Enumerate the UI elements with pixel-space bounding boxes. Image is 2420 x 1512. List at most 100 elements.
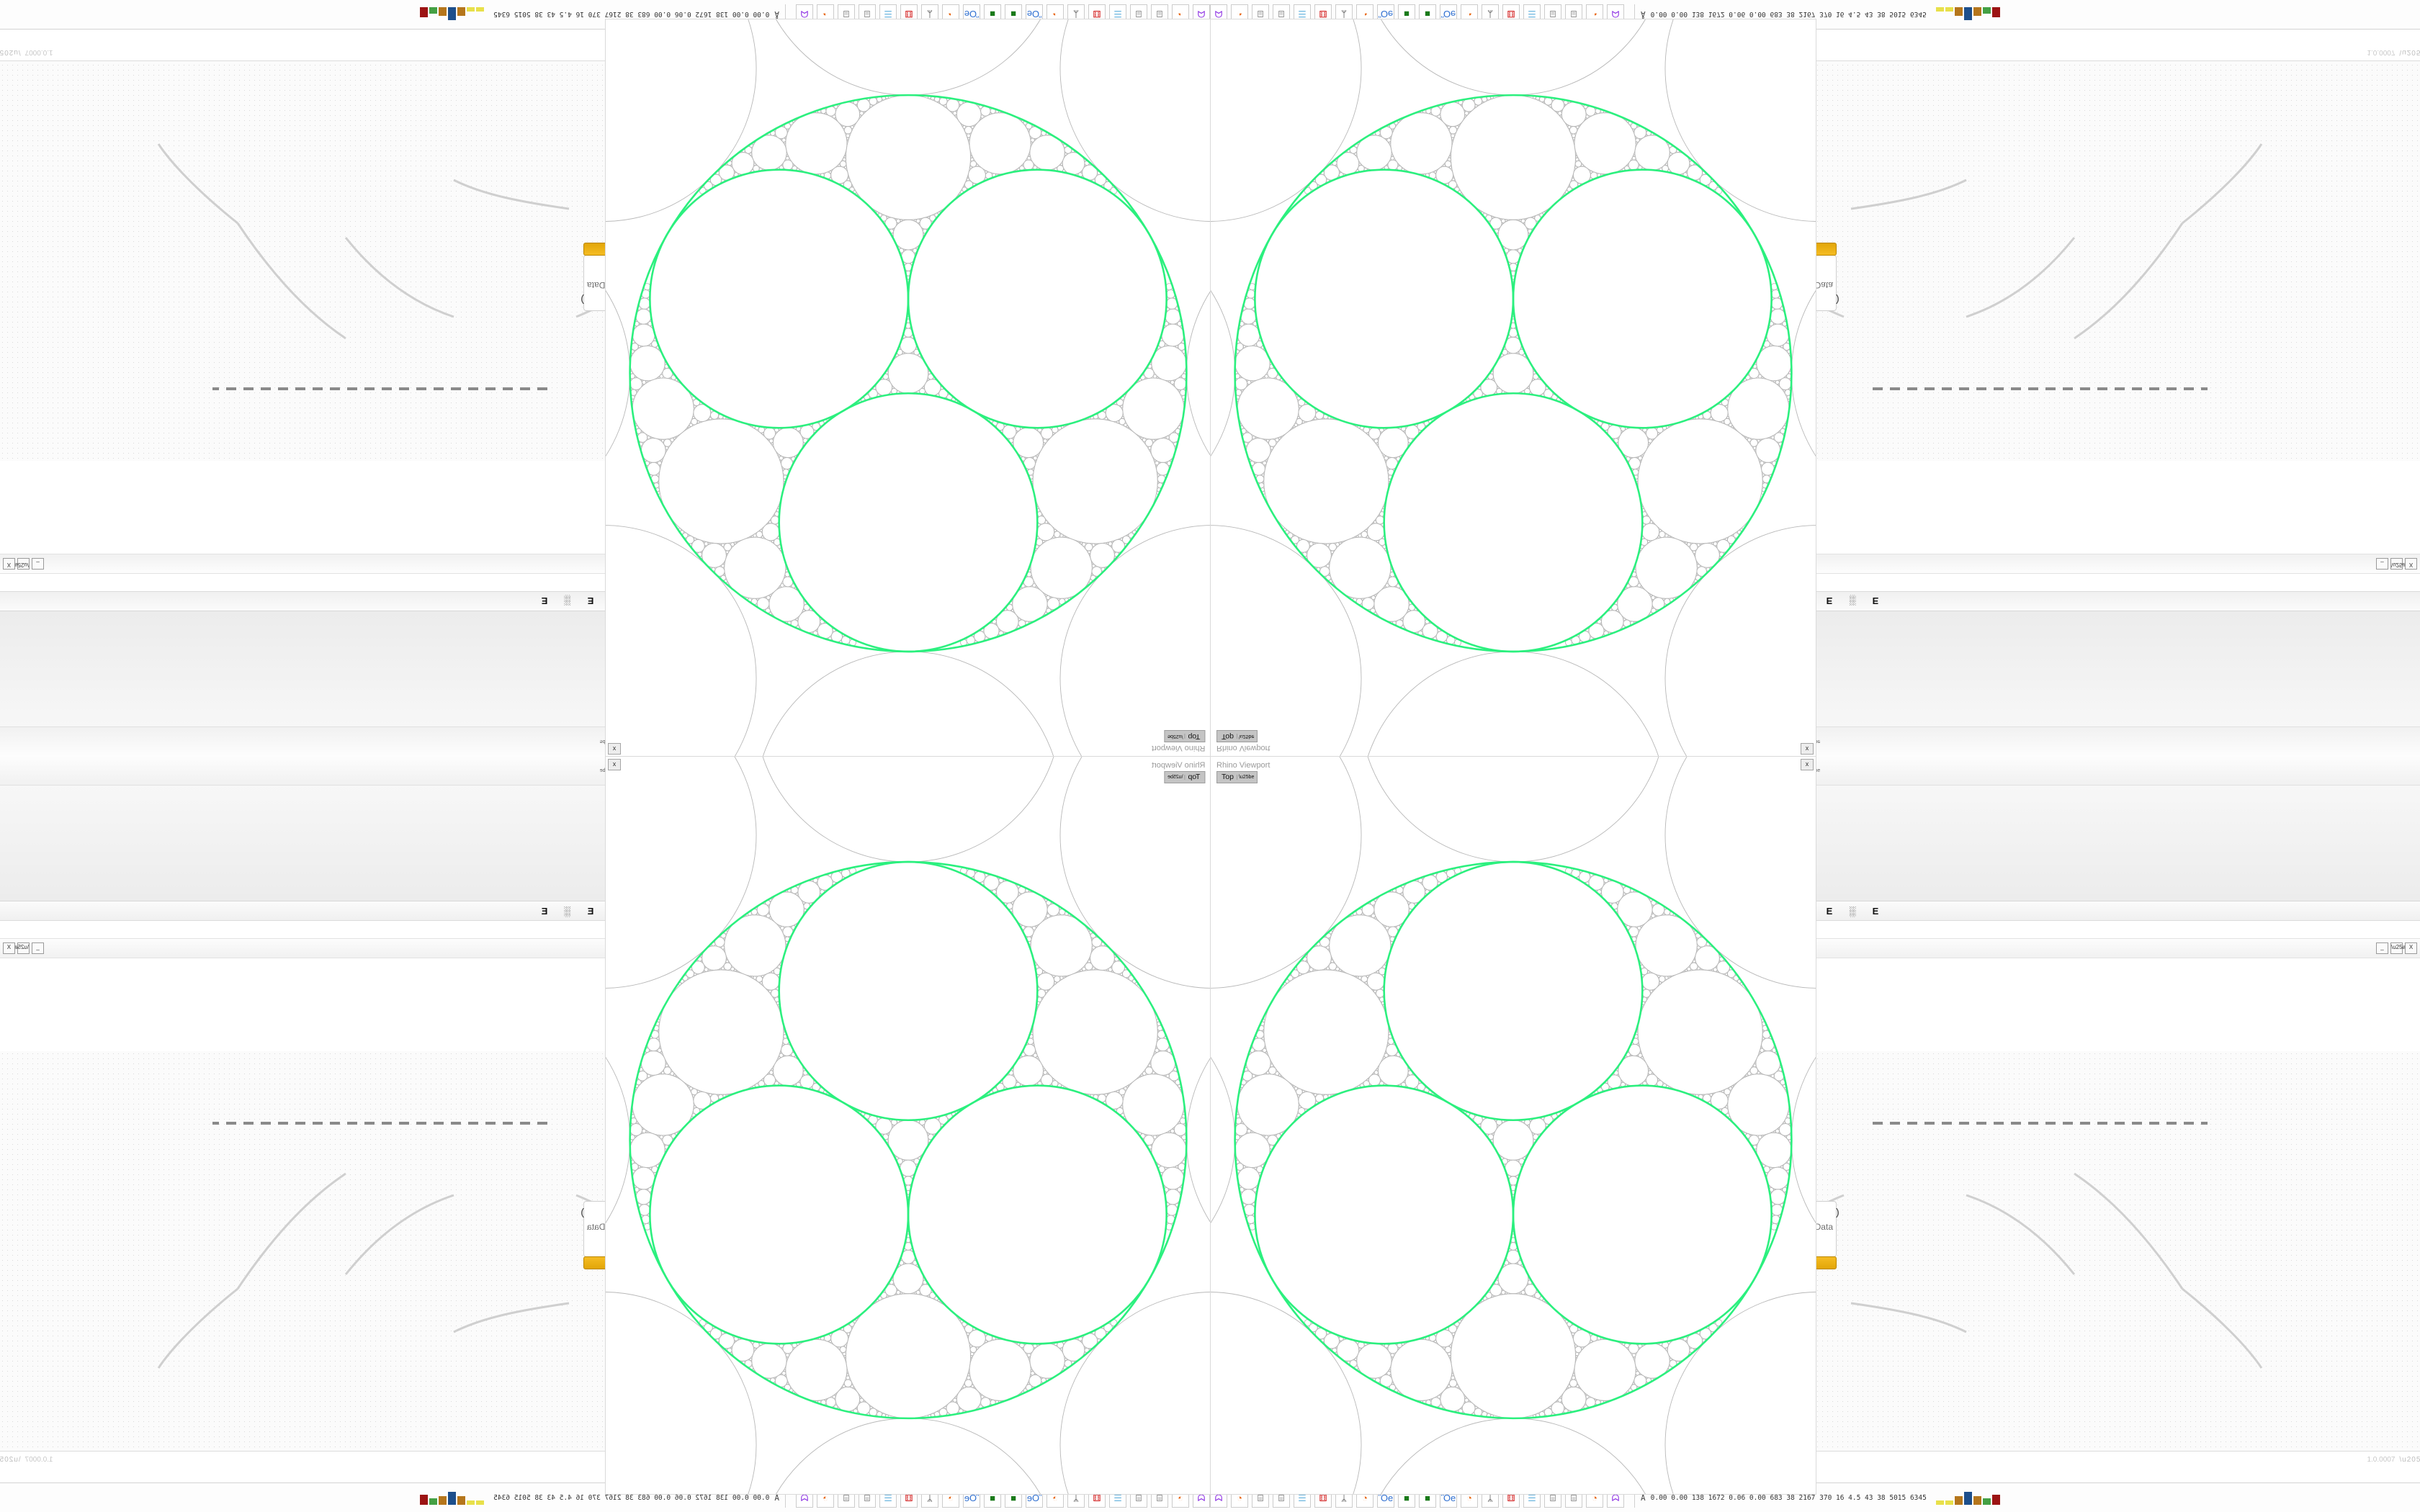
cpu-bar-4 (1973, 1496, 1981, 1505)
cpu-bar-2 (457, 1496, 466, 1505)
output-port[interactable]: ) (1836, 294, 1839, 306)
rhino-viewport-bl[interactable]: Rhino Viewport Top \u25be x (605, 756, 1211, 1495)
viewport-close-button[interactable]: x (608, 759, 621, 770)
maximize-button[interactable]: \u25a1 (12, 558, 30, 570)
viewport-mode-label: Top (1188, 773, 1200, 781)
viewport-close-button[interactable]: x (1801, 743, 1814, 755)
ribbon-tab-right-15[interactable]: E (587, 905, 594, 917)
cpu-bar-4 (1973, 7, 1981, 16)
param-label: Data (587, 280, 606, 290)
cpu-bar-6 (420, 1495, 429, 1505)
minimize-button[interactable]: _ (2376, 942, 2388, 954)
cpu-bar-5 (1982, 7, 1991, 14)
version-label: 1.0.0007 (24, 1455, 53, 1464)
viewport-mode-label: Top (1222, 773, 1234, 781)
close-button[interactable]: X (2405, 558, 2417, 570)
minimize-button[interactable]: _ (32, 558, 44, 570)
viewport-header[interactable]: Rhino Viewport Top \u25be (1214, 760, 1273, 784)
cpu-bar-2 (1954, 1496, 1963, 1505)
close-icon: x (612, 760, 617, 768)
close-icon: x (1805, 744, 1809, 752)
apollonian-gasket-render (606, 19, 1211, 757)
cpu-bar-5 (429, 7, 438, 14)
viewport-header[interactable]: Rhino Viewport Top \u25be (1149, 729, 1208, 754)
cpu-bar-4 (439, 7, 447, 16)
viewport-header[interactable]: Rhino Viewport Top \u25be (1214, 729, 1273, 754)
ribbon-tab-right-15[interactable]: E (587, 595, 594, 607)
apollonian-gasket-render (1211, 757, 1816, 1494)
viewport-mode-dropdown[interactable]: Top \u25be (1163, 730, 1205, 743)
ribbon-tab-right-15[interactable]: E (1826, 905, 1833, 917)
cpu-bar-3 (1963, 1492, 1972, 1505)
window-controls[interactable]: _ \u25a1 X (2376, 558, 2417, 570)
close-button[interactable]: X (3, 558, 15, 570)
ribbon-tab-right-17[interactable]: E (1872, 905, 1879, 917)
output-port[interactable]: ) (1836, 1206, 1839, 1218)
sysmon-values: 0.00 0.00 138 1672 0.06 0.00 683 38 2167… (1650, 1493, 1927, 1502)
sysmon-caret: Å (1641, 1493, 1646, 1503)
sysmon-caret: Å (1641, 9, 1646, 19)
maximize-button[interactable]: \u25a1 (12, 942, 30, 954)
cpu-bar-3 (1963, 7, 1972, 20)
cpu-bars (420, 7, 485, 22)
ribbon-tab-right-17[interactable]: E (1872, 595, 1879, 607)
resize-grip[interactable]: \u2059 (2399, 1455, 2420, 1464)
output-port[interactable]: ) (581, 1206, 584, 1218)
chevron-down-icon[interactable]: \u25be (1165, 734, 1186, 739)
cpu-bar-1 (1945, 1500, 1953, 1505)
viewport-header[interactable]: Rhino Viewport Top \u25be (1149, 760, 1208, 784)
rhino-viewport-br[interactable]: Rhino Viewport Top \u25be x (1210, 756, 1816, 1495)
ribbon-tab-right-16[interactable]: ░ (564, 905, 571, 917)
ribbon-tab-right-17[interactable]: E (541, 905, 548, 917)
viewport-title: Rhino Viewport (1151, 744, 1205, 752)
ribbon-tab-right-17[interactable]: E (541, 595, 548, 607)
cpu-bar-2 (1954, 7, 1963, 16)
close-button[interactable]: X (2405, 942, 2417, 954)
resize-grip[interactable]: \u2059 (0, 48, 21, 57)
viewport-mode-dropdown[interactable]: Top \u25be (1216, 730, 1258, 743)
minimize-button[interactable]: _ (32, 942, 44, 954)
minimize-button[interactable]: _ (2376, 558, 2388, 570)
chevron-down-icon[interactable]: \u25be (1236, 734, 1256, 739)
viewport-mode-label: Top (1222, 732, 1234, 741)
viewport-title: Rhino Viewport (1216, 744, 1270, 752)
viewport-mode-dropdown[interactable]: Top \u25be (1163, 770, 1205, 783)
param-label: Data (1814, 280, 1833, 290)
maximize-button[interactable]: \u25a1 (2390, 942, 2408, 954)
ribbon-tab-right-16[interactable]: ░ (1849, 595, 1856, 607)
viewport-title: Rhino Viewport (1151, 761, 1205, 770)
viewport-mode-dropdown[interactable]: Top \u25be (1216, 770, 1258, 783)
viewport-close-button[interactable]: x (1801, 759, 1814, 770)
rhino-viewport-tr[interactable]: Rhino Viewport Top \u25be x (1210, 19, 1816, 757)
chevron-down-icon[interactable]: \u25be (1236, 774, 1255, 780)
ribbon-tab-right-16[interactable]: ░ (1849, 905, 1856, 917)
param-label: Data (1814, 1222, 1833, 1232)
window-controls[interactable]: _ \u25a1 X (2376, 942, 2417, 954)
window-controls[interactable]: _ \u25a1 X (3, 942, 44, 954)
cpu-bars (1935, 7, 2000, 22)
cpu-bar-3 (448, 1492, 457, 1505)
cpu-bar-0 (1935, 1500, 1944, 1505)
cpu-bar-1 (467, 7, 475, 12)
version-label: 1.0.0007 (24, 48, 53, 57)
ribbon-tab-right-16[interactable]: ░ (564, 595, 571, 607)
viewport-close-button[interactable]: x (608, 743, 621, 755)
close-icon: x (612, 744, 617, 752)
output-port[interactable]: ) (581, 294, 584, 306)
apollonian-gasket-render (606, 757, 1211, 1494)
window-controls[interactable]: _ \u25a1 X (3, 558, 44, 570)
sysmon-caret: Å (774, 9, 779, 19)
resize-grip[interactable]: \u2059 (2399, 48, 2420, 57)
chevron-down-icon[interactable]: \u25be (1165, 774, 1186, 780)
sysmon-values: 0.00 0.00 138 1672 0.06 0.00 683 38 2167… (493, 1493, 770, 1502)
close-button[interactable]: X (3, 942, 15, 954)
system-monitor: Å 0.00 0.00 138 1672 0.06 0.00 683 38 21… (1634, 1488, 2000, 1508)
ribbon-tab-right-15[interactable]: E (1826, 595, 1833, 607)
apollonian-gasket-render (1211, 19, 1816, 757)
maximize-button[interactable]: \u25a1 (2390, 558, 2408, 570)
rhino-viewport-tl[interactable]: Rhino Viewport Top \u25be x (605, 19, 1211, 757)
resize-grip[interactable]: \u2059 (0, 1455, 21, 1464)
cpu-bar-1 (1945, 7, 1953, 12)
cpu-bar-3 (448, 7, 457, 20)
